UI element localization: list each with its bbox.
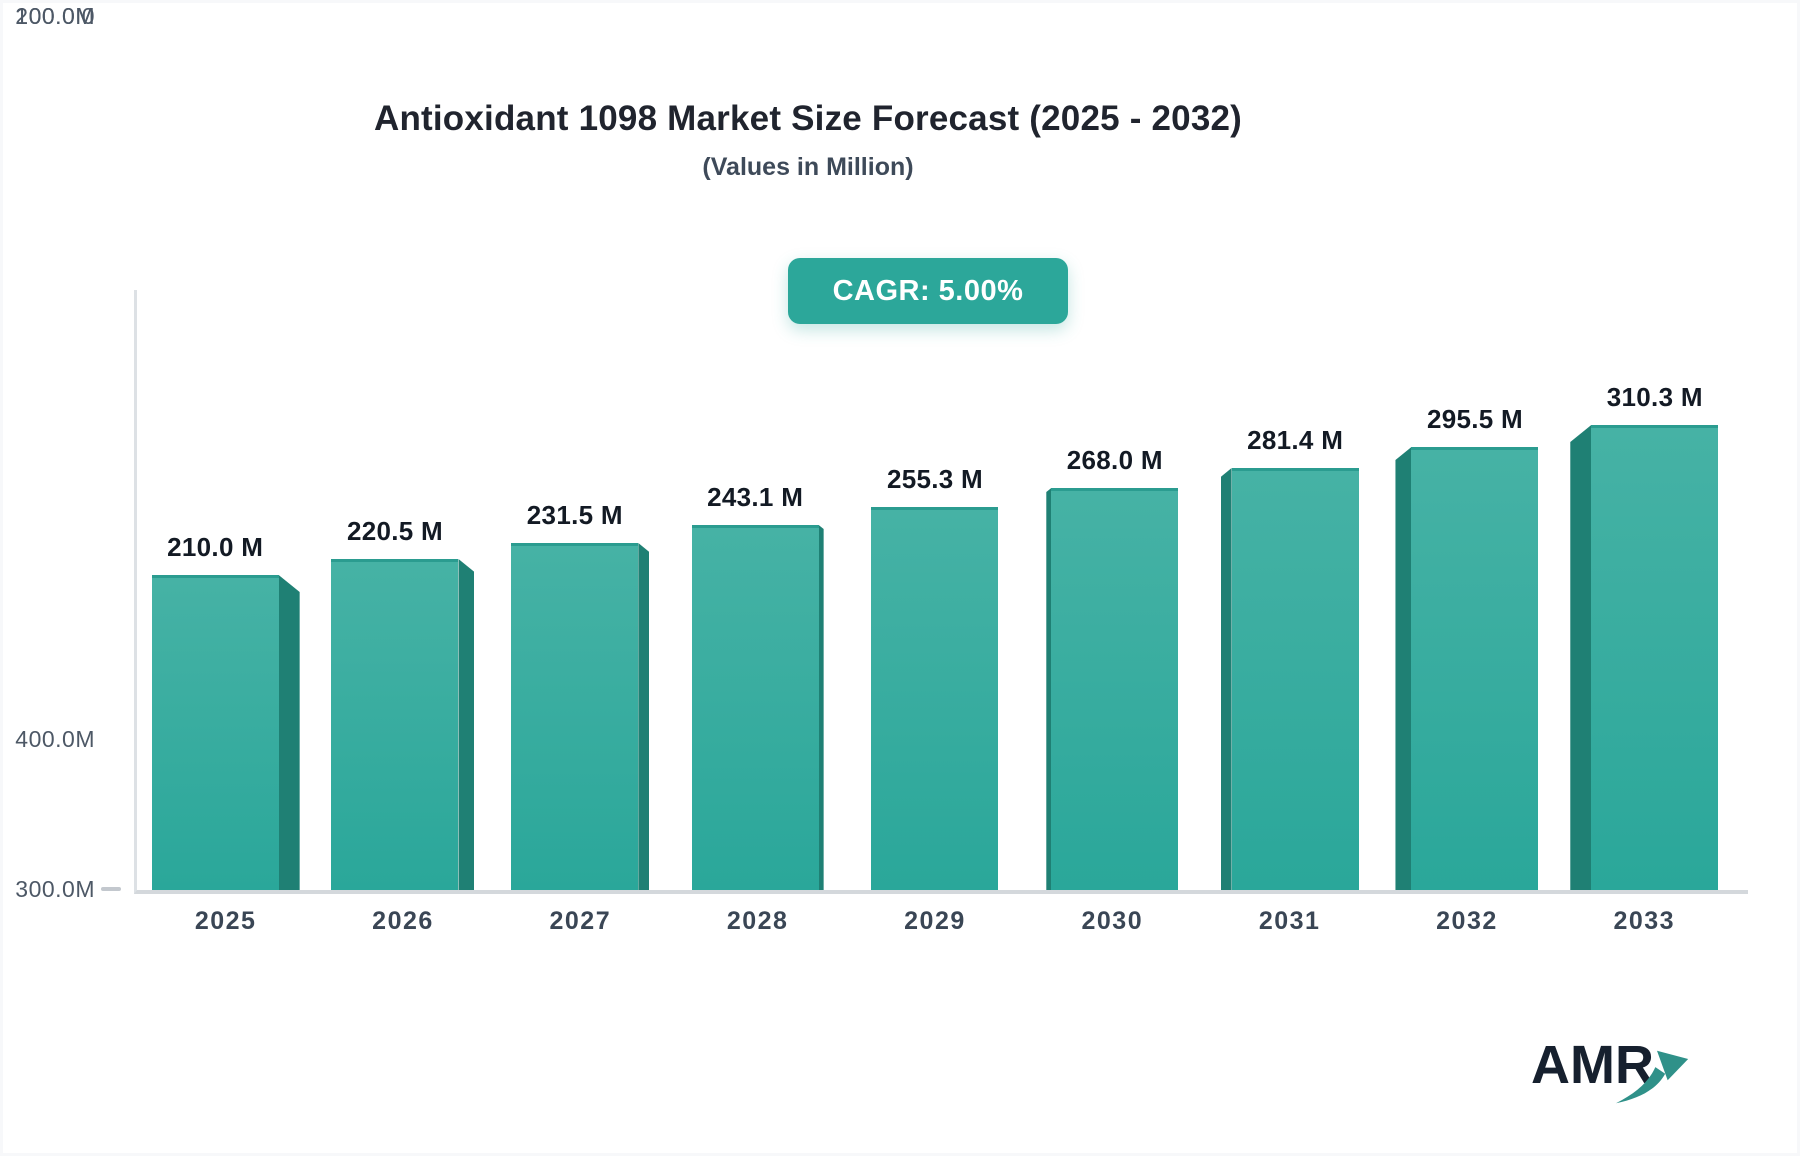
bar-value-label: 231.5 M <box>526 500 623 530</box>
bar-3d-side <box>1570 425 1592 890</box>
bar-group: 310.3 M <box>1556 290 1733 890</box>
bar-group: 268.0 M <box>1024 290 1201 890</box>
bar-group: 220.5 M <box>314 290 491 890</box>
x-axis-label: 2033 <box>1613 907 1676 935</box>
y-axis-tick-300: 300.0M <box>15 876 95 902</box>
bar[interactable] <box>1395 447 1539 890</box>
x-axis-label: 2032 <box>1436 907 1498 935</box>
bar-3d-side <box>1046 488 1052 890</box>
bar-fill <box>1591 425 1719 890</box>
x-axis-label: 2025 <box>194 907 257 935</box>
bar-group: 255.3 M <box>846 290 1023 890</box>
x-axis-label: 2028 <box>726 907 789 935</box>
bar[interactable] <box>511 543 650 890</box>
bar-fill <box>691 525 819 890</box>
bar-3d-side <box>1220 468 1232 890</box>
bar[interactable] <box>871 507 999 890</box>
x-axis-label: 2030 <box>1081 907 1144 935</box>
bar-value-label: 295.5 M <box>1426 404 1523 434</box>
chart-title: Antioxidant 1098 Market Size Forecast (2… <box>373 99 1243 138</box>
bar-fill <box>1051 488 1179 890</box>
brand-logo-text: AMR <box>1531 1035 1654 1095</box>
bar-value-label: 243.1 M <box>707 482 804 512</box>
y-axis-tick-200: 200.0M <box>15 3 95 29</box>
zero-tick-mark <box>101 887 121 891</box>
bar-fill <box>871 507 999 890</box>
x-axis-labels: 2025 2026 2027 2028 2029 2030 2031 2032 2033 <box>137 907 1733 936</box>
bar-value-label: 255.3 M <box>886 464 983 494</box>
brand-logo: AMR <box>1531 1033 1689 1104</box>
bar-group: 281.4 M <box>1201 290 1378 890</box>
bar-3d-side <box>1395 447 1412 890</box>
chart-subtitle: (Values in Million) <box>702 153 914 181</box>
bar[interactable] <box>691 525 824 890</box>
bar-fill <box>511 543 639 890</box>
bar[interactable] <box>1220 468 1359 890</box>
cagr-badge-label: CAGR: 5.00% <box>832 274 1024 307</box>
cagr-badge: CAGR: 5.00% <box>788 258 1068 324</box>
bar[interactable] <box>151 575 300 890</box>
bar-group: 210.0 M <box>137 290 314 890</box>
bar-value-label: 268.0 M <box>1066 445 1163 475</box>
bar[interactable] <box>331 559 475 890</box>
growth-arrow-icon <box>1616 1050 1689 1104</box>
y-axis-tick-100: 100.0M <box>15 3 95 29</box>
y-axis-tick-400: 400.0M <box>15 726 95 752</box>
bar-3d-side <box>818 525 824 890</box>
bar-fill <box>151 575 279 890</box>
bar-group: 231.5 M <box>492 290 669 890</box>
bar[interactable] <box>1046 488 1179 890</box>
bar-fill <box>1231 468 1359 890</box>
x-axis-label: 2026 <box>372 907 434 935</box>
bar-3d-side <box>278 575 300 890</box>
x-axis-label: 2031 <box>1258 907 1321 935</box>
bar-value-label: 310.3 M <box>1606 382 1703 412</box>
bar-value-label: 281.4 M <box>1247 425 1344 455</box>
bar-3d-side <box>458 559 475 890</box>
bar-3d-side <box>638 543 650 890</box>
bar-group: 295.5 M <box>1378 290 1555 890</box>
bars-container: 210.0 M 220.5 M 231.5 M 243.1 M <box>137 290 1733 890</box>
bar-fill <box>331 559 459 890</box>
bar-value-label: 210.0 M <box>167 532 264 562</box>
bar-fill <box>1411 447 1539 890</box>
bar[interactable] <box>1570 425 1719 890</box>
plot-area <box>134 290 1748 894</box>
bar-group: 243.1 M <box>669 290 846 890</box>
bar-value-label: 220.5 M <box>346 516 444 546</box>
x-axis-label: 2027 <box>549 907 612 935</box>
y-axis-tick-0: 0 <box>81 3 95 29</box>
x-axis-label: 2029 <box>904 907 966 935</box>
